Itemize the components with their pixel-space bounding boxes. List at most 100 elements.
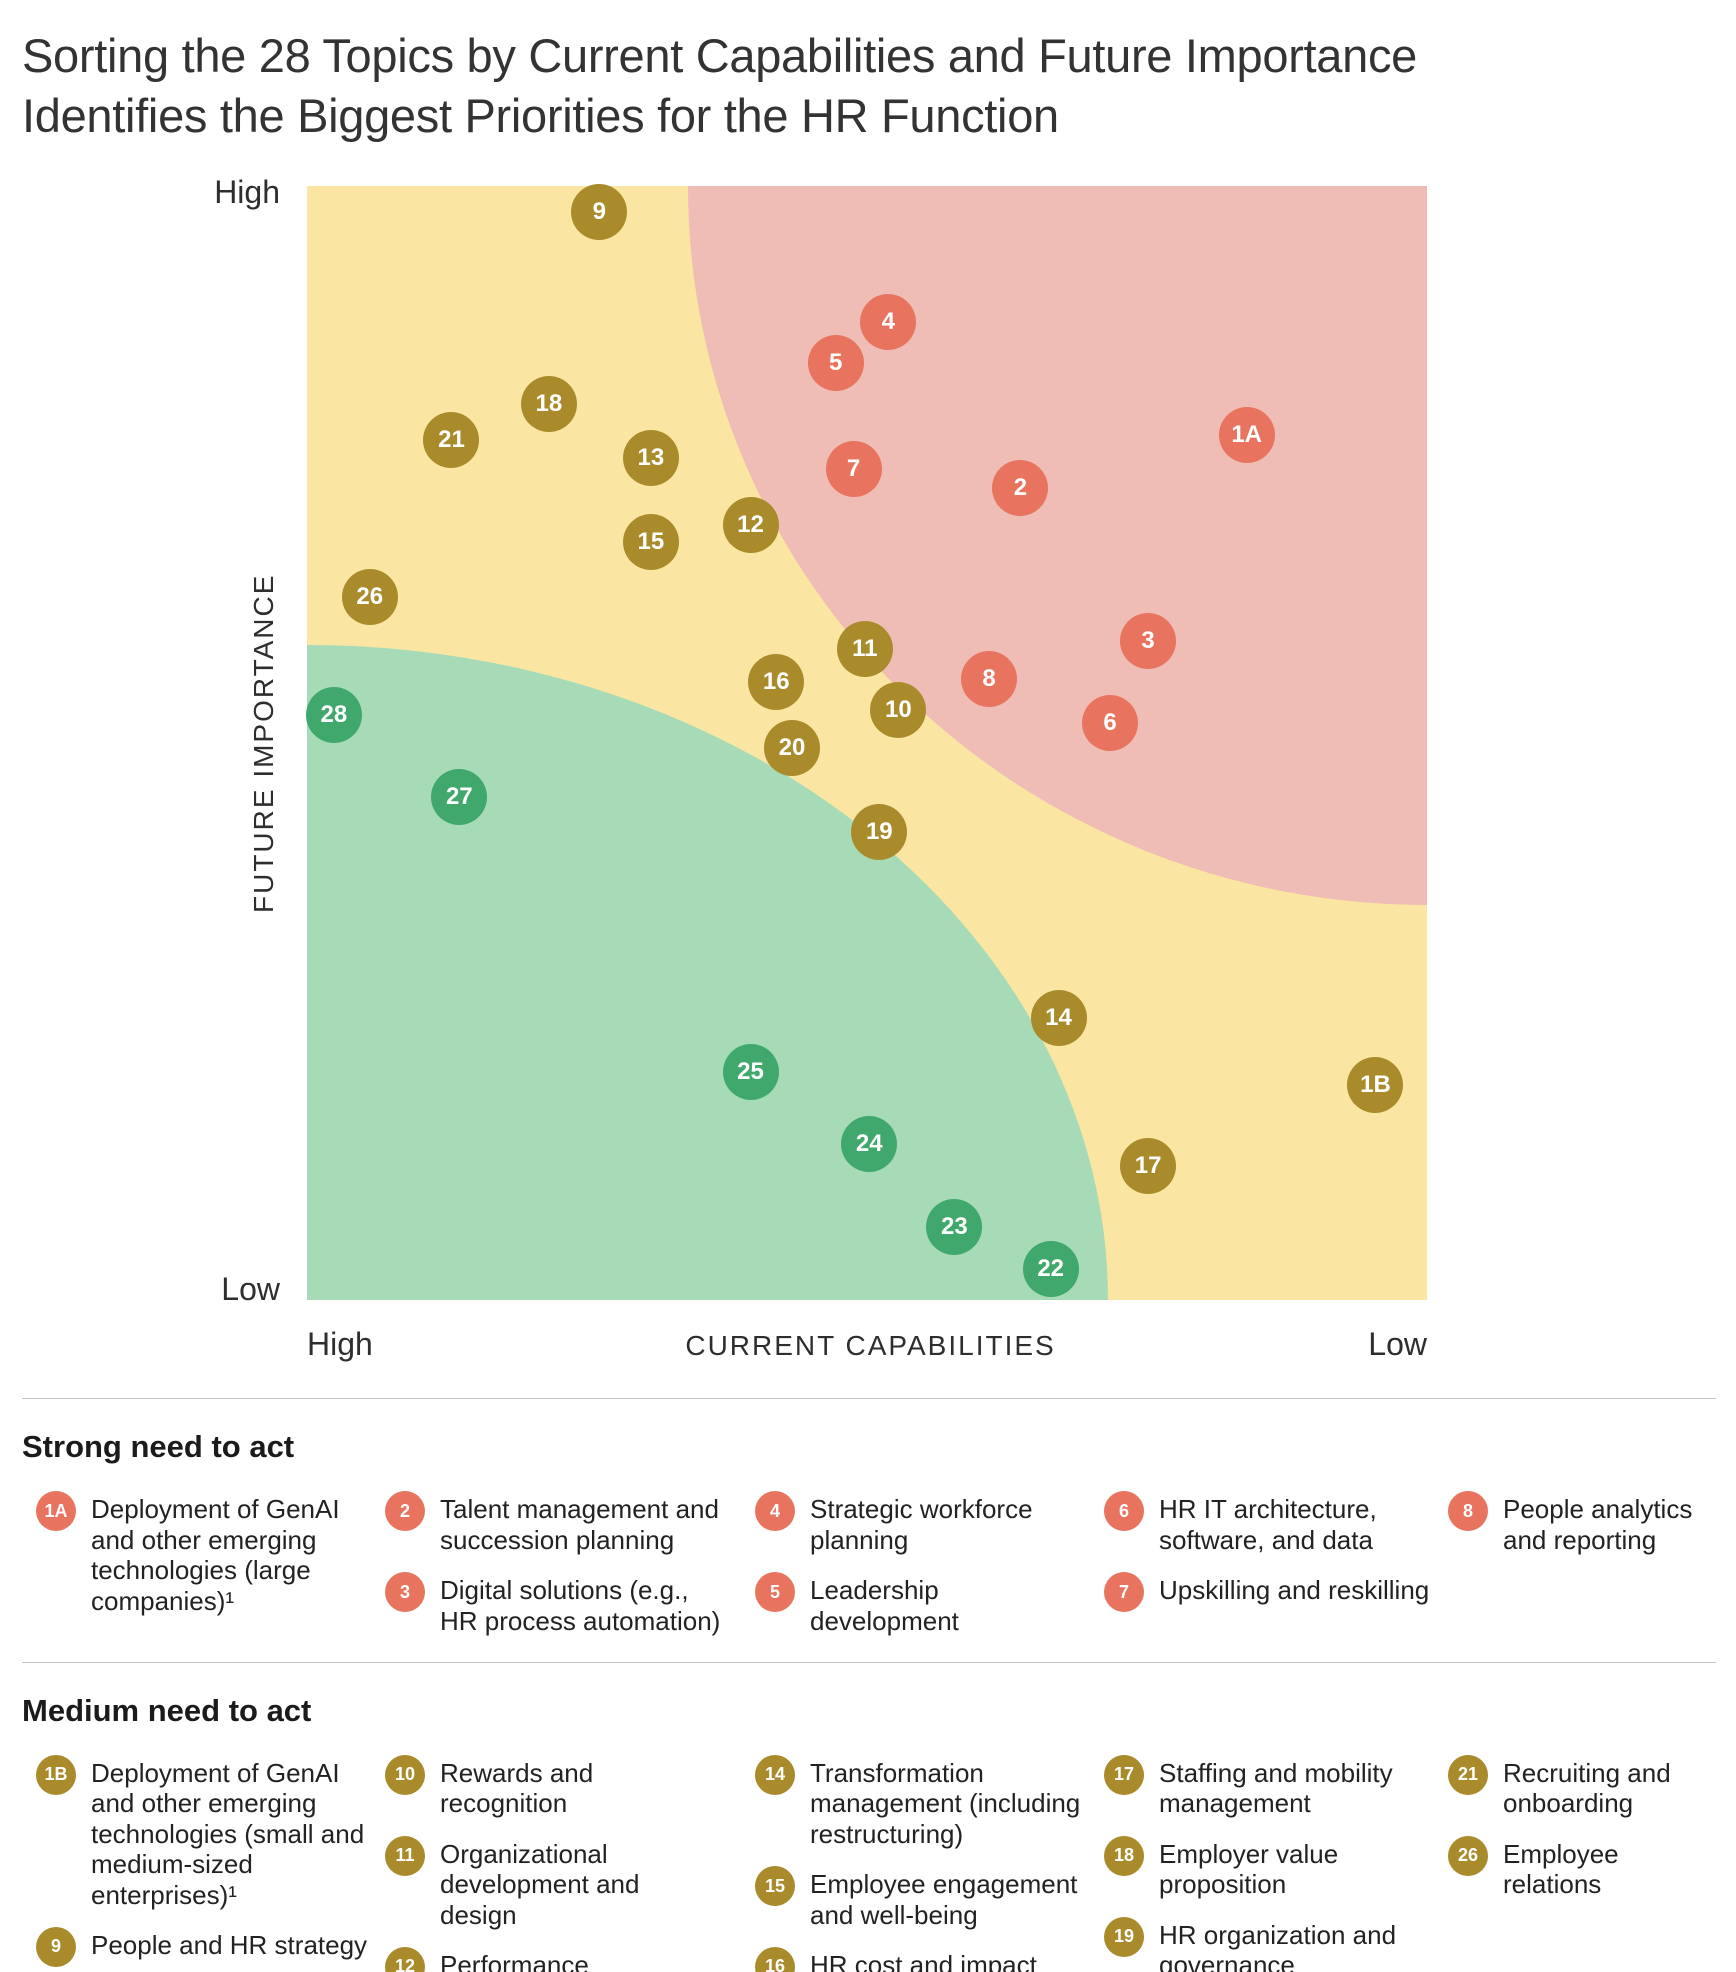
page-title: Sorting the 28 Topics by Current Capabil… [22,26,1716,146]
chart-section: High FUTURE IMPORTANCE Low 9 4 5 18 21 1A 13 7 2… [22,176,1716,1364]
legend-bubble-9: 9 [36,1926,76,1967]
legend-bubble-3: 3 [385,1572,425,1613]
chart-point-23: 23 [926,1198,983,1255]
chart-point-4: 4 [860,294,917,351]
x-axis-tick-high: High [307,1326,373,1363]
legend-item-11: 11 Organizational development and design [385,1835,755,1930]
legend-bubble-18: 18 [1104,1835,1144,1876]
legend-label: Transformation management (including res… [810,1757,1081,1849]
legend-item-5: 5 Leadership development [755,1572,1104,1636]
x-axis-tick-low: Low [1368,1326,1427,1363]
legend-item-14: 14 Transformation management (including r… [755,1754,1104,1849]
legend-bubble-14: 14 [755,1754,795,1795]
legend-bubble-16: 16 [755,1946,795,1972]
chart-point-15: 15 [622,513,679,570]
chart-point-10: 10 [870,681,927,738]
legend-label: HR IT architecture, software, and data [1159,1494,1377,1555]
legend-column: 14 Transformation management (including r… [755,1754,1104,1972]
legend-bubble-8: 8 [1448,1491,1488,1532]
chart-point-3: 3 [1120,612,1177,669]
chart-point-22: 22 [1022,1241,1079,1298]
legend-item-17: 17 Staffing and mobility management [1104,1754,1448,1819]
legend-column: 1B Deployment of GenAI and other emerging… [36,1754,385,1967]
legend-label: Leadership development [810,1575,959,1636]
chart-point-13: 13 [622,430,679,487]
plot-area: 9 4 5 18 21 1A 13 7 2 12 15 26 3 11 8 16 10 28 6 20 27 19 14 25… [305,183,1427,1301]
legend-bubble-12: 12 [385,1946,425,1972]
legend-column: 6 HR IT architecture, software, and data 7… [1104,1491,1448,1613]
legend-heading-medium: Medium need to act [22,1692,312,1728]
legend-label: HR organization and governance [1159,1919,1397,1972]
legend-section-medium: Medium need to act 1B Deployment of GenAI… [22,1661,1716,1972]
legend-column: 2 Talent management and succession planni… [385,1491,755,1636]
legend-item-2: 2 Talent management and succession planni… [385,1491,755,1555]
legend-label: People and HR strategy [91,1929,368,1960]
chart-point-16: 16 [748,654,805,711]
legend-item-15: 15 Employee engagement and well-being [755,1866,1104,1930]
legend-label: Deployment of GenAI and other emerging t… [91,1494,340,1616]
chart-point-28: 28 [305,687,362,744]
legend-bubble-19: 19 [1104,1916,1144,1957]
legend-label: Deployment of GenAI and other emerging t… [91,1757,365,1910]
legend-bubble-5: 5 [755,1572,795,1613]
legend-column: 10 Rewards and recognition 11 Organizationa… [385,1754,755,1972]
chart-point-11: 11 [836,620,893,677]
legend-bubble-1B: 1B [36,1754,76,1795]
legend-bubble-17: 17 [1104,1754,1144,1795]
legend-heading-strong: Strong need to act [22,1429,295,1465]
chart-point-25: 25 [722,1043,779,1100]
legend-columns-strong: 1A Deployment of GenAI and other emerging… [36,1491,1716,1636]
legend-item-12: 12 Performance management [385,1946,755,1972]
legend-item-4: 4 Strategic workforce planning [755,1491,1104,1555]
legend-bubble-6: 6 [1104,1491,1144,1532]
x-axis: High CURRENT CAPABILITIES Low [307,1326,1427,1363]
legend-bubble-15: 15 [755,1866,795,1907]
legend-label: Talent management and succession plannin… [440,1494,719,1555]
legend-label: HR cost and impact steering [810,1949,1037,1972]
y-axis-tick-low: Low [221,1271,280,1308]
chart-point-14: 14 [1030,990,1087,1047]
legend-item-7: 7 Upskilling and reskilling [1104,1572,1448,1613]
legend-item-3: 3 Digital solutions (e.g., HR process aut… [385,1572,755,1636]
legend-column: 17 Staffing and mobility management 18 Empl… [1104,1754,1448,1972]
y-axis-tick-high: High [214,174,280,211]
legend-column: 1A Deployment of GenAI and other emerging… [36,1491,385,1616]
page-title-line2: Identifies the Biggest Priorities for th… [22,89,1059,143]
chart-point-27: 27 [431,768,488,825]
x-axis-title: CURRENT CAPABILITIES [685,1330,1056,1362]
legend-bubble-21: 21 [1448,1754,1488,1795]
legend-label: Staffing and mobility management [1159,1757,1393,1819]
chart-point-1B: 1B [1347,1057,1404,1114]
legend-item-8: 8 People analytics and reporting [1448,1491,1716,1555]
chart-point-8: 8 [961,650,1018,707]
legend-column: 4 Strategic workforce planning 5 Leadership… [755,1491,1104,1636]
legend-label: Organizational development and design [440,1838,640,1930]
chart-point-18: 18 [520,375,577,432]
legend-label: Rewards and recognition [440,1757,594,1819]
legend-column: 21 Recruiting and onboarding 26 Employee re… [1448,1754,1716,1900]
legend-label: Strategic workforce planning [810,1494,1033,1555]
legend-bubble-26: 26 [1448,1835,1488,1876]
chart-point-9: 9 [571,183,628,240]
y-axis-title: FUTURE IMPORTANCE [248,573,279,914]
legend-label: Performance management [440,1949,589,1972]
legend-item-9: 9 People and HR strategy [36,1926,385,1967]
chart-point-6: 6 [1082,695,1139,752]
legend-label: Upskilling and reskilling [1159,1575,1430,1606]
chart-point-19: 19 [851,804,908,861]
page-title-line1: Sorting the 28 Topics by Current Capabil… [22,29,1418,82]
legend-item-1B: 1B Deployment of GenAI and other emerging… [36,1754,385,1910]
legend-label: Employee engagement and well-being [810,1869,1078,1930]
chart-point-12: 12 [722,496,779,553]
legend-label: Employee relations [1503,1838,1619,1900]
legend-column: 8 People analytics and reporting [1448,1491,1716,1555]
legend-label: Digital solutions (e.g., HR process auto… [440,1575,721,1636]
chart-point-2: 2 [992,460,1049,517]
legend-columns-medium: 1B Deployment of GenAI and other emerging… [36,1754,1716,1972]
legend-bubble-10: 10 [385,1754,425,1795]
points-layer: 9 4 5 18 21 1A 13 7 2 12 15 26 3 11 8 16 10 28 6 20 27 19 14 25… [305,183,1427,1300]
legend-item-6: 6 HR IT architecture, software, and data [1104,1491,1448,1555]
chart-point-5: 5 [807,335,864,392]
legend-item-26: 26 Employee relations [1448,1835,1716,1900]
